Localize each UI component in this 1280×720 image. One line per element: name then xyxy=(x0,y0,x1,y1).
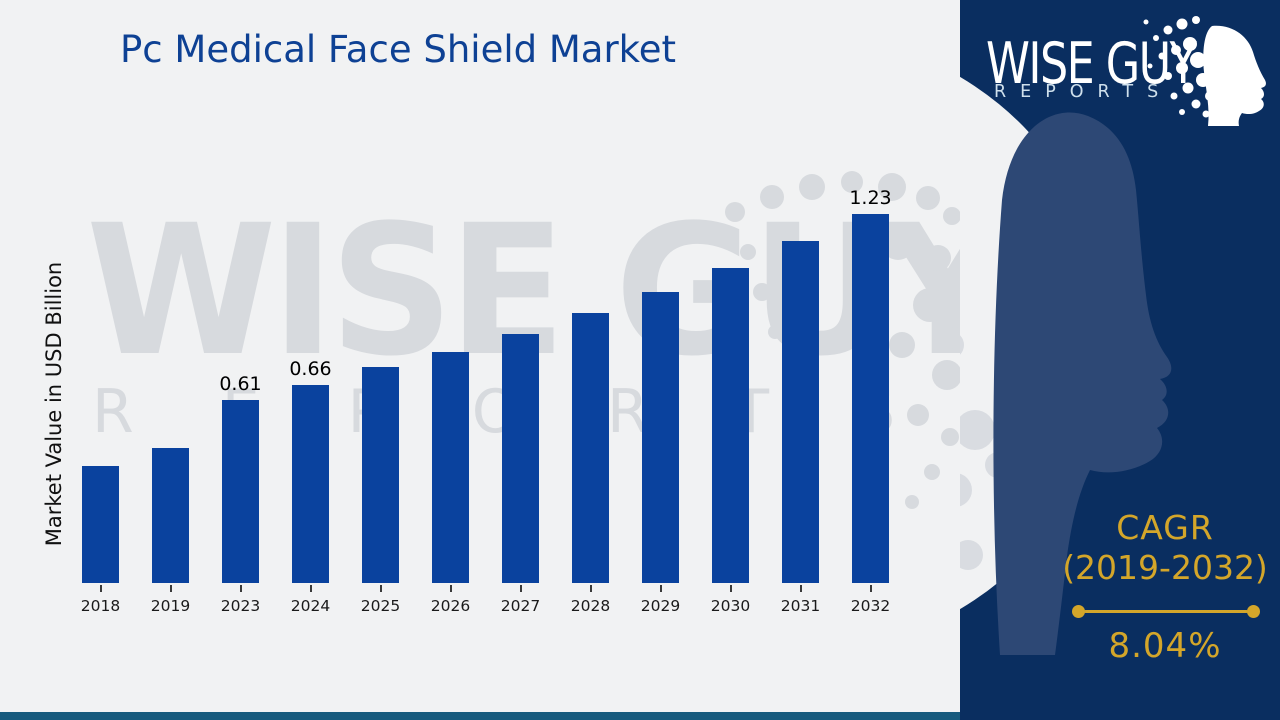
logo-dot xyxy=(1153,35,1159,41)
watermark-dot xyxy=(943,207,961,225)
x-tick-label-2027: 2027 xyxy=(500,597,541,615)
x-tick-label-2032: 2032 xyxy=(850,597,891,615)
watermark-dot xyxy=(941,428,959,446)
x-axis-tick xyxy=(169,585,172,592)
bar-2023 xyxy=(222,400,259,583)
x-axis-tick xyxy=(869,585,872,592)
logo-dot xyxy=(1164,72,1172,80)
logo-dot xyxy=(1182,82,1194,94)
watermark-dot xyxy=(924,464,940,480)
logo-dot xyxy=(1176,18,1188,30)
logo-dot xyxy=(1143,19,1149,25)
bar-2029 xyxy=(642,292,679,583)
chart-title: Pc Medical Face Shield Market xyxy=(120,28,677,71)
bar-2026 xyxy=(432,352,469,583)
logo-dot xyxy=(1158,52,1166,60)
cagr-divider xyxy=(1072,605,1260,618)
x-axis-tick xyxy=(449,585,452,592)
x-axis-tick xyxy=(519,585,522,592)
watermark-dot xyxy=(740,244,756,260)
watermark-dot xyxy=(799,174,825,200)
x-axis-tick xyxy=(729,585,732,592)
logo-dots-icon xyxy=(1143,16,1215,118)
panel-decoration xyxy=(960,0,1280,720)
bar-value-label-2032: 1.23 xyxy=(849,187,892,209)
bar-2032 xyxy=(852,214,889,583)
logo-dot xyxy=(1183,37,1197,51)
logo-dot xyxy=(1191,99,1201,109)
x-tick-label-2030: 2030 xyxy=(710,597,751,615)
watermark-dot xyxy=(916,186,940,210)
bar-value-label-2024: 0.66 xyxy=(289,358,332,380)
x-tick-label-2029: 2029 xyxy=(640,597,681,615)
bar-2027 xyxy=(502,334,539,583)
watermark-dot xyxy=(878,173,906,201)
logo-dot xyxy=(1202,110,1210,118)
background-watermark-dots-icon xyxy=(725,171,966,509)
decorative-blob xyxy=(960,410,995,450)
x-tick-label-2031: 2031 xyxy=(780,597,821,615)
y-axis-label: Market Value in USD Billion xyxy=(42,261,66,547)
watermark-dot xyxy=(882,228,914,260)
x-tick-label-2028: 2028 xyxy=(570,597,611,615)
watermark-dot xyxy=(925,245,951,271)
watermark-dot xyxy=(913,288,947,322)
decorative-blob xyxy=(960,335,964,355)
logo-dot xyxy=(1163,25,1173,35)
logo-face-icon xyxy=(1203,25,1266,127)
footer-accent-strip xyxy=(0,712,962,720)
decorative-blob xyxy=(960,473,972,507)
brand-panel: WISE GUY REPORTS CAGR (2019-2032) 8.04% xyxy=(960,0,1280,720)
x-axis-tick xyxy=(659,585,662,592)
watermark-dot xyxy=(760,185,784,209)
watermark-dot xyxy=(725,202,745,222)
x-axis-tick xyxy=(589,585,592,592)
brand-logo-reports: REPORTS xyxy=(994,82,1173,102)
bar-chart: 2018 2019 0.61 2023 0.66 2024 2025 2026 2027 2028… xyxy=(81,0,924,615)
cagr-value: 8.04% xyxy=(1108,626,1222,666)
logo-dot xyxy=(1190,52,1206,68)
bar-2025 xyxy=(362,367,399,583)
bar-2031 xyxy=(782,241,819,583)
logo-dot xyxy=(1179,109,1185,115)
watermark-dot xyxy=(905,495,919,509)
logo-dot xyxy=(1176,62,1188,74)
watermark-dot xyxy=(841,171,863,193)
bar-2024 xyxy=(292,385,329,583)
x-tick-label-2025: 2025 xyxy=(360,597,401,615)
bar-value-label-2023: 0.61 xyxy=(219,373,262,395)
x-tick-label-2024: 2024 xyxy=(290,597,331,615)
decorative-blob xyxy=(960,540,983,570)
bar-2028 xyxy=(572,313,609,583)
x-tick-label-2023: 2023 xyxy=(220,597,261,615)
bar-2030 xyxy=(712,268,749,583)
x-tick-label-2026: 2026 xyxy=(430,597,471,615)
logo-dot xyxy=(1171,45,1181,55)
cagr-label: CAGR xyxy=(1116,508,1214,547)
brand-logo-wordmark: WISE GUY xyxy=(986,31,1197,97)
x-tick-label-2019: 2019 xyxy=(150,597,191,615)
watermark-dot xyxy=(889,332,915,358)
face-silhouette-icon xyxy=(993,112,1172,655)
bar-2018 xyxy=(82,466,119,583)
x-axis-tick xyxy=(99,585,102,592)
watermark-dot xyxy=(753,283,771,301)
x-tick-label-2018: 2018 xyxy=(80,597,121,615)
x-axis-tick xyxy=(379,585,382,592)
logo-dot xyxy=(1147,63,1153,69)
watermark-dot xyxy=(932,360,962,390)
bar-2019 xyxy=(152,448,189,583)
x-axis-tick xyxy=(239,585,242,592)
watermark-dot xyxy=(768,325,782,339)
x-axis-tick xyxy=(309,585,312,592)
x-axis-tick xyxy=(799,585,802,592)
cagr-range: (2019-2032) xyxy=(1062,548,1268,587)
logo-dot xyxy=(1170,92,1178,100)
watermark-dot xyxy=(907,404,929,426)
logo-dot xyxy=(1192,16,1200,24)
